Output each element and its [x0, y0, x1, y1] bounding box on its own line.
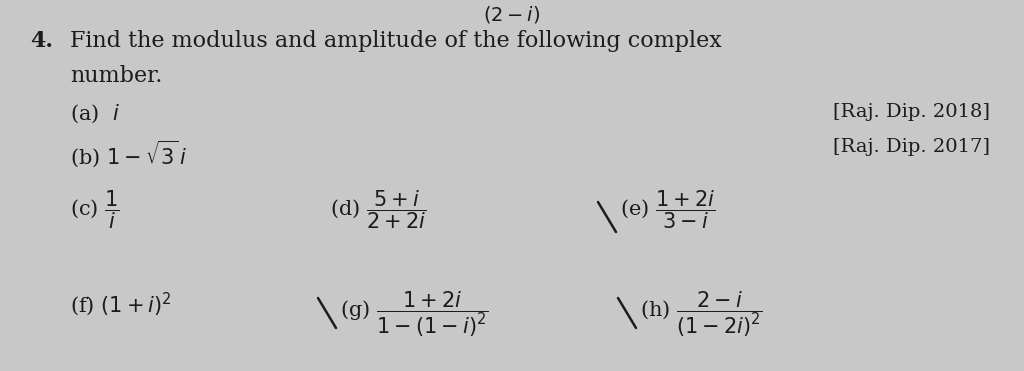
Text: (h) $\dfrac{2-i}{(1-2i)^2}$: (h) $\dfrac{2-i}{(1-2i)^2}$	[640, 290, 763, 339]
Text: number.: number.	[70, 65, 163, 87]
Text: (f) $(1+i)^2$: (f) $(1+i)^2$	[70, 290, 172, 318]
Text: [Raj. Dip. 2018]: [Raj. Dip. 2018]	[833, 103, 990, 121]
Text: (g) $\dfrac{1+2i}{1-(1-i)^2}$: (g) $\dfrac{1+2i}{1-(1-i)^2}$	[340, 290, 488, 339]
Text: (a)  $i$: (a) $i$	[70, 103, 120, 125]
Text: [Raj. Dip. 2017]: [Raj. Dip. 2017]	[833, 138, 990, 156]
Text: (b) $1-\sqrt{3}\,i$: (b) $1-\sqrt{3}\,i$	[70, 138, 187, 169]
Text: Find the modulus and amplitude of the following complex: Find the modulus and amplitude of the fo…	[70, 30, 722, 52]
Text: (d) $\dfrac{5+i}{2+2i}$: (d) $\dfrac{5+i}{2+2i}$	[330, 188, 426, 230]
Text: (c) $\dfrac{1}{i}$: (c) $\dfrac{1}{i}$	[70, 188, 120, 230]
Text: $(2-i)$: $(2-i)$	[483, 4, 541, 25]
Text: 4.: 4.	[30, 30, 53, 52]
Text: (e) $\dfrac{1+2i}{3-i}$: (e) $\dfrac{1+2i}{3-i}$	[620, 188, 716, 230]
